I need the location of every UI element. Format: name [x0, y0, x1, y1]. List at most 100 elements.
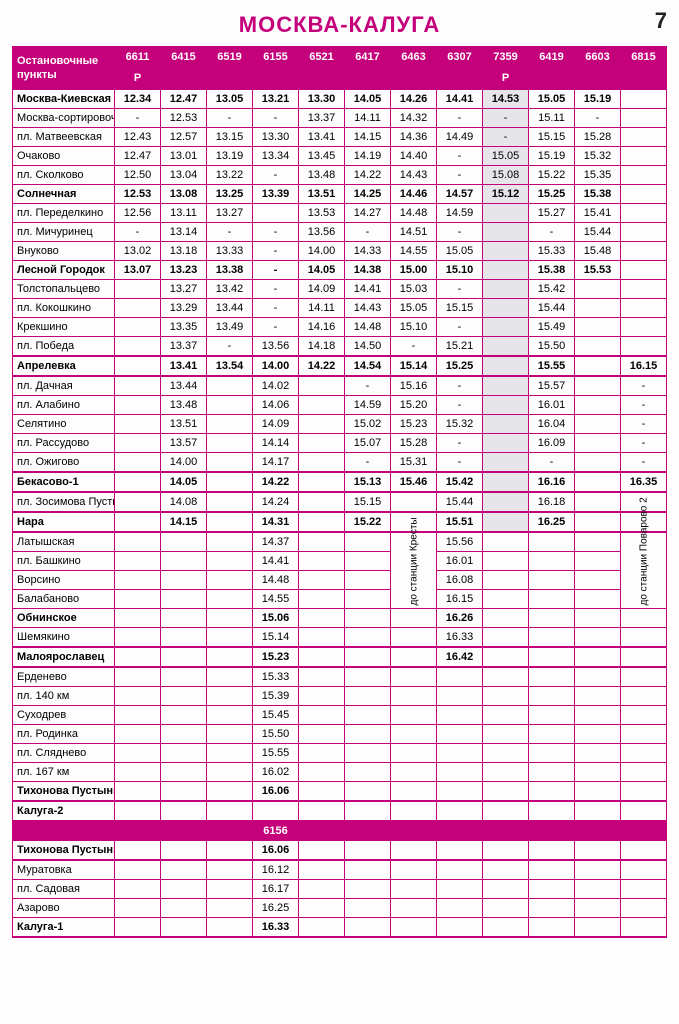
time-cell: [575, 356, 621, 376]
time-cell: [575, 590, 621, 609]
time-cell: [345, 918, 391, 938]
time-cell: -: [253, 261, 299, 280]
time-cell: 13.34: [253, 147, 299, 166]
time-cell: 16.09: [529, 434, 575, 453]
time-cell: 14.32: [391, 109, 437, 128]
time-cell: [529, 880, 575, 899]
time-cell: 15.51: [437, 512, 483, 532]
time-cell: 15.22: [345, 512, 391, 532]
time-cell: [253, 801, 299, 821]
time-cell: [483, 590, 529, 609]
time-cell: 14.57: [437, 185, 483, 204]
time-cell: -: [575, 109, 621, 128]
time-cell: [483, 899, 529, 918]
time-cell: [115, 453, 161, 473]
time-cell: 15.15: [437, 299, 483, 318]
time-cell: [345, 647, 391, 667]
time-cell: [529, 782, 575, 802]
time-cell: [115, 492, 161, 512]
time-cell: [161, 918, 207, 938]
time-cell: [391, 706, 437, 725]
time-cell: [299, 552, 345, 571]
time-cell: 14.41: [437, 89, 483, 109]
page-title: МОСКВА-КАЛУГА: [239, 12, 440, 38]
time-cell: [299, 880, 345, 899]
time-cell: 14.49: [437, 128, 483, 147]
time-cell: [161, 532, 207, 552]
stop-name: пл. 167 км: [13, 763, 115, 782]
time-cell: 14.15: [345, 128, 391, 147]
stop-name: Селятино: [13, 415, 115, 434]
time-cell: [161, 667, 207, 687]
stop-name: Бекасово-1: [13, 472, 115, 492]
time-cell: [621, 318, 667, 337]
stops-header: Остановочные пункты: [13, 47, 115, 90]
table-row: пл. Садовая16.17: [13, 880, 667, 899]
time-cell: [621, 725, 667, 744]
time-cell: [161, 571, 207, 590]
time-cell: 14.59: [345, 396, 391, 415]
time-cell: [575, 532, 621, 552]
time-cell: [161, 744, 207, 763]
table-row: Бекасово-114.0514.2215.1315.4615.4216.16…: [13, 472, 667, 492]
time-cell: [299, 532, 345, 552]
time-cell: 15.00: [391, 261, 437, 280]
train-number: 6519: [207, 47, 253, 68]
time-cell: 15.46: [391, 472, 437, 492]
time-cell: 14.18: [299, 337, 345, 357]
time-cell: 14.41: [253, 552, 299, 571]
time-cell: [483, 821, 529, 841]
time-cell: 14.43: [345, 299, 391, 318]
time-cell: 13.14: [161, 223, 207, 242]
time-cell: [391, 667, 437, 687]
time-cell: 14.51: [391, 223, 437, 242]
table-row: Ерденево15.33: [13, 667, 667, 687]
time-cell: 13.04: [161, 166, 207, 185]
time-cell: -: [253, 299, 299, 318]
time-cell: 13.29: [161, 299, 207, 318]
time-cell: 14.36: [391, 128, 437, 147]
stop-name: Балабаново: [13, 590, 115, 609]
time-cell: [575, 318, 621, 337]
stop-name: Муратовка: [13, 860, 115, 880]
time-cell: 14.55: [391, 242, 437, 261]
train-number: 6155: [253, 47, 299, 68]
time-cell: 15.14: [253, 628, 299, 648]
time-cell: 13.38: [207, 261, 253, 280]
time-cell: 15.55: [529, 356, 575, 376]
time-cell: 15.20: [391, 396, 437, 415]
time-cell: [483, 860, 529, 880]
time-cell: 14.09: [253, 415, 299, 434]
time-cell: -: [253, 109, 299, 128]
time-cell: -: [483, 109, 529, 128]
time-cell: [575, 396, 621, 415]
time-cell: 16.15: [621, 356, 667, 376]
time-cell: [115, 647, 161, 667]
time-cell: [437, 821, 483, 841]
time-cell: 14.55: [253, 590, 299, 609]
time-cell: -: [115, 223, 161, 242]
stop-name: Москва-сортировочная: [13, 109, 115, 128]
time-cell: [575, 472, 621, 492]
time-cell: -: [437, 318, 483, 337]
time-cell: 13.49: [207, 318, 253, 337]
time-cell: [575, 628, 621, 648]
time-cell: [115, 590, 161, 609]
time-cell: [115, 706, 161, 725]
time-cell: [299, 376, 345, 396]
time-cell: 15.32: [575, 147, 621, 166]
time-cell: [529, 821, 575, 841]
time-cell: до станции Поварово 2: [621, 532, 667, 609]
time-cell: [299, 453, 345, 473]
time-cell: [483, 434, 529, 453]
time-cell: [391, 782, 437, 802]
time-cell: -: [621, 376, 667, 396]
time-cell: [161, 628, 207, 648]
time-cell: [115, 609, 161, 628]
time-cell: 14.59: [437, 204, 483, 223]
time-cell: 15.42: [437, 472, 483, 492]
time-cell: 14.14: [253, 434, 299, 453]
time-cell: 13.35: [161, 318, 207, 337]
time-cell: [483, 299, 529, 318]
time-cell: [575, 687, 621, 706]
